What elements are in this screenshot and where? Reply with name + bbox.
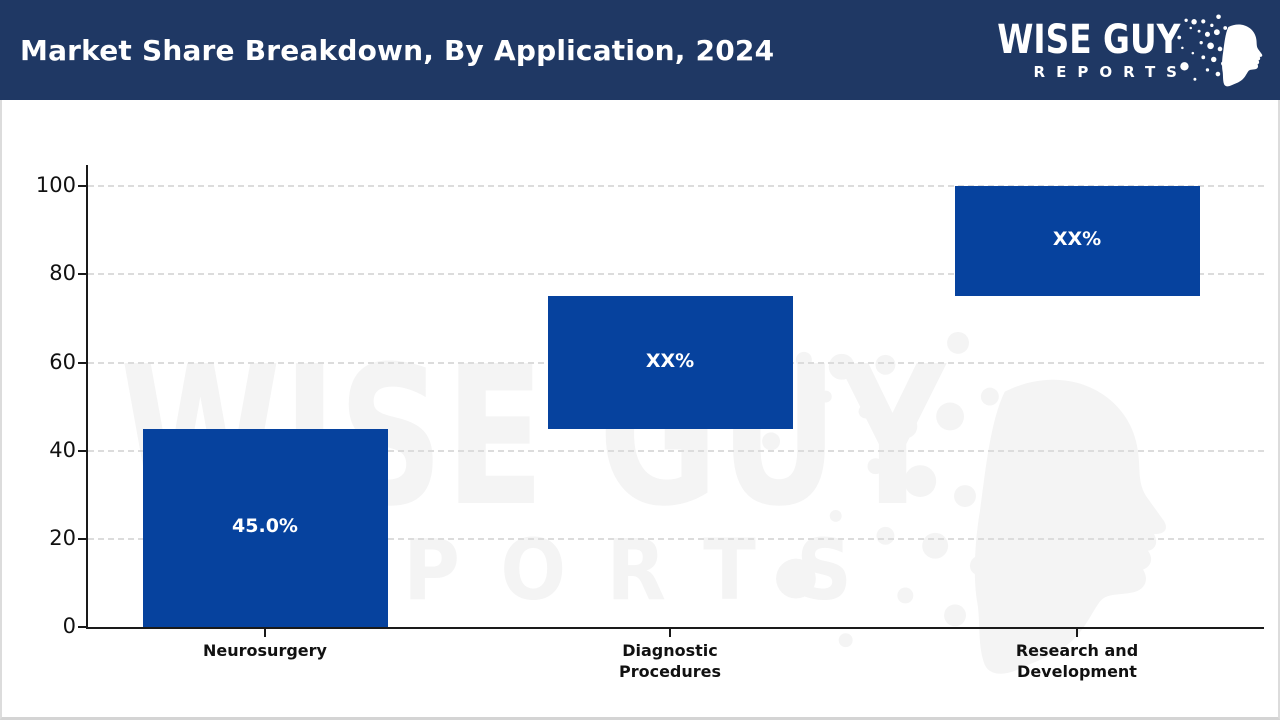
wiseguy-head-icon (1177, 14, 1263, 87)
gridline-80 (88, 273, 1264, 276)
wiseguy-logo: WISE GUY REPORTS (957, 8, 1266, 92)
gridline-20 (88, 537, 1264, 540)
gridline-40 (88, 449, 1264, 452)
y-tick-mark (78, 449, 86, 452)
gridline-100 (88, 185, 1264, 188)
y-tick-label: 80 (49, 261, 76, 286)
y-tick-label: 0 (62, 614, 76, 638)
x-category-line: Neurosurgery (203, 641, 327, 660)
y-tick-mark (78, 273, 86, 276)
x-category-line: Research and (1015, 641, 1139, 660)
x-axis (86, 627, 1264, 629)
y-axis (86, 165, 88, 629)
y-tick-label: 60 (49, 349, 76, 374)
x-tick-mark (1076, 629, 1078, 637)
x-category-label: Diagnostic Procedures (520, 640, 820, 682)
logo-subtitle: REPORTS (1033, 62, 1188, 81)
x-tick-mark (264, 629, 266, 637)
logo-text: WISE GUY REPORTS (957, 20, 1180, 81)
bar-value-label: XX% (1052, 228, 1102, 251)
bar-neurosurgery (142, 428, 388, 627)
y-tick-label: 20 (49, 525, 76, 550)
y-tick-label: 100 (35, 173, 76, 198)
x-category-label: Neurosurgery (115, 640, 415, 661)
bar-value-label: 45.0% (232, 514, 298, 537)
bar-research-and-development (954, 186, 1200, 297)
x-category-line: Development (1017, 662, 1137, 681)
y-tick-mark (78, 185, 86, 188)
x-category-line: Diagnostic (622, 641, 718, 660)
y-tick-mark (78, 626, 86, 628)
x-category-line: Procedures (618, 662, 722, 681)
bar-value-label: XX% (645, 349, 695, 372)
header-bar: Market Share Breakdown, By Application, … (0, 0, 1280, 100)
bar-diagnostic-procedures (547, 296, 793, 429)
y-tick-mark (78, 361, 86, 364)
logo-wordmark: WISE GUY (996, 16, 1180, 63)
page-title: Market Share Breakdown, By Application, … (20, 33, 775, 67)
y-tick-mark (78, 537, 86, 540)
x-category-label: Research and Development (927, 640, 1227, 682)
y-tick-label: 40 (49, 437, 76, 462)
x-tick-mark (669, 629, 671, 637)
